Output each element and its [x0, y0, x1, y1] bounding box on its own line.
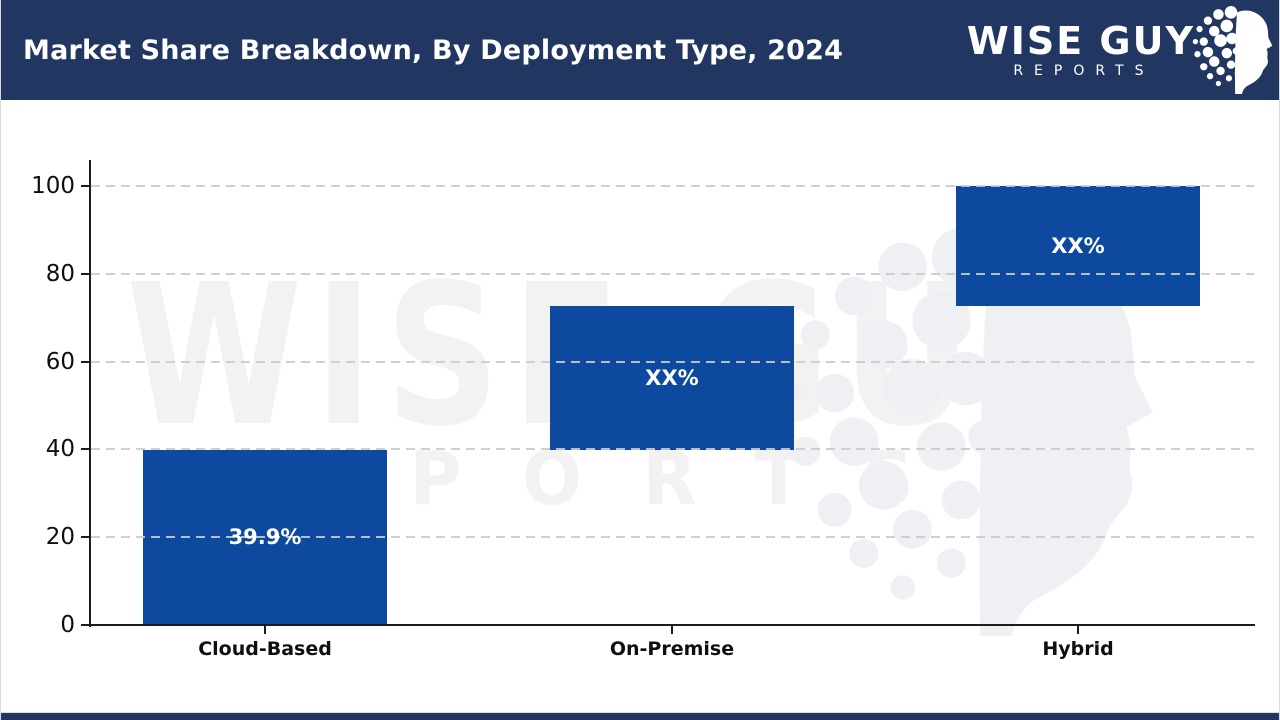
y-tick-label: 80: [45, 260, 75, 287]
gridline: [91, 448, 1254, 451]
gridline: [91, 185, 1254, 187]
gridline: [91, 360, 1254, 363]
y-tick-label: 0: [60, 612, 75, 638]
x-axis-line: [89, 624, 1255, 626]
bar-value-label: 39.9%: [228, 525, 302, 550]
y-tick-label: 40: [45, 436, 75, 463]
y-tick-mark: [81, 536, 90, 539]
y-tick-mark: [81, 448, 90, 451]
x-tick-mark: [1077, 626, 1079, 634]
x-tick-label: Cloud-Based: [198, 638, 332, 660]
x-tick-mark: [264, 626, 266, 634]
y-tick-mark: [81, 624, 90, 626]
dotted-head-icon: [1192, 6, 1273, 94]
y-tick-mark: [81, 185, 90, 187]
header-bar: Market Share Breakdown, By Deployment Ty…: [1, 0, 1279, 100]
gridline: [91, 536, 1254, 539]
bar-segment: [956, 186, 1200, 306]
bar-value-label: XX%: [1051, 233, 1105, 258]
plot-area: WISE GUY REPORTS 0 20 40 60 80 100 39.9% Cloud-…: [1, 100, 1279, 713]
y-tick-mark: [81, 360, 90, 363]
bar-segment: [550, 305, 794, 450]
wise-guy-reports-logo: WISE GUY REPORTS: [967, 6, 1279, 94]
x-tick-label: On-Premise: [609, 638, 735, 660]
chart-title: Market Share Breakdown, By Deployment Ty…: [23, 34, 844, 66]
bar-value-label: XX%: [645, 365, 699, 390]
gridline: [91, 272, 1254, 275]
x-tick-label: Hybrid: [1042, 638, 1114, 660]
logo-text: WISE GUY REPORTS: [967, 22, 1195, 79]
footer-bar: [1, 713, 1279, 720]
y-tick-label: 60: [45, 348, 75, 375]
logo-subtitle: REPORTS: [1013, 62, 1155, 79]
logo-wordmark: WISE GUY: [966, 18, 1195, 63]
y-tick-label: 20: [45, 524, 75, 551]
y-tick-mark: [81, 272, 90, 275]
x-tick-mark: [671, 626, 673, 634]
y-axis-line: [89, 160, 91, 627]
y-tick-label: 100: [31, 173, 75, 199]
